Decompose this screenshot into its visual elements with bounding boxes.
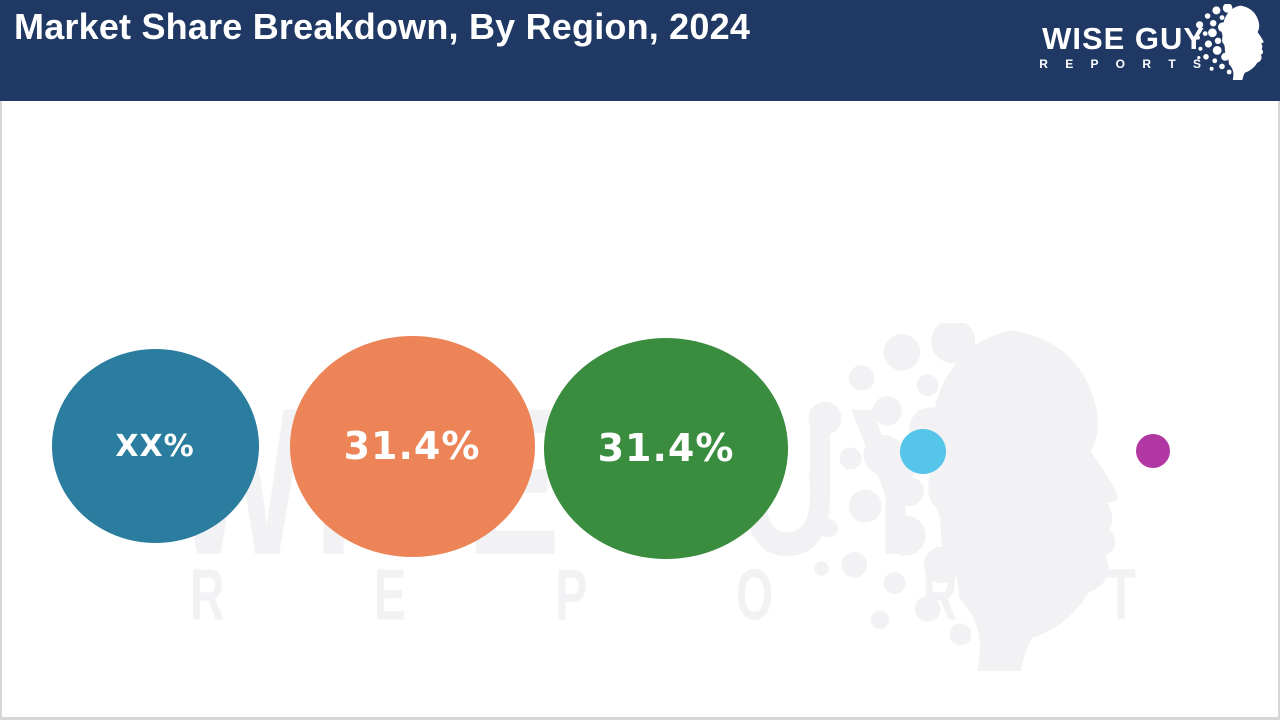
dotted-head-icon xyxy=(1194,4,1274,80)
bubble-north-america: XX% xyxy=(51,349,259,543)
bubble-europe: 31.4% xyxy=(289,335,535,557)
bubble-layer: XX% 31.4% 31.4% xyxy=(2,101,1278,717)
brand-subtitle: R E P O R T S xyxy=(1039,57,1208,72)
page-title: Market Share Breakdown, By Region, 2024 xyxy=(14,6,751,47)
chart-area: WISE GUY R E P O R T S XX%31.4%31.4% Nor… xyxy=(0,101,1280,720)
brand-logo: WISE GUY R E P O R T S xyxy=(1039,4,1274,80)
bubble-apac: 31.4% xyxy=(544,337,788,559)
region-label-row: North AmericaEuropeAPACSouth AmericaMEA xyxy=(2,101,1278,717)
brand-logo-text: WISE GUY R E P O R T S xyxy=(1039,20,1208,72)
brand-name: WISE GUY xyxy=(1042,20,1206,56)
bubble-mea xyxy=(1136,434,1170,468)
header-bar: Market Share Breakdown, By Region, 2024 … xyxy=(0,0,1280,101)
